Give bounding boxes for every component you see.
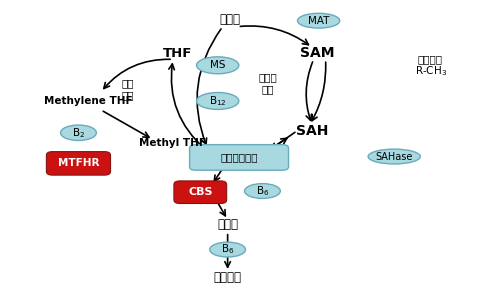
Text: B$_6$: B$_6$ (221, 243, 234, 256)
Ellipse shape (60, 125, 96, 140)
Text: 去甲基化: 去甲基化 (418, 54, 442, 64)
Text: SAH: SAH (296, 124, 328, 138)
Text: SAM: SAM (300, 46, 334, 60)
Text: 胱硫醚: 胱硫醚 (217, 218, 238, 231)
Text: SAHase: SAHase (376, 152, 413, 161)
FancyBboxPatch shape (174, 181, 227, 203)
Text: B$_2$: B$_2$ (72, 126, 85, 140)
Text: 蛋氨酸
循环: 蛋氨酸 循环 (258, 72, 277, 94)
Text: R-CH$_3$: R-CH$_3$ (416, 64, 448, 78)
Text: B$_6$: B$_6$ (256, 184, 269, 198)
Text: THF: THF (163, 47, 192, 60)
Text: MAT: MAT (308, 16, 330, 26)
Ellipse shape (244, 184, 280, 198)
Text: MTFHR: MTFHR (58, 158, 99, 168)
Ellipse shape (368, 149, 420, 164)
Text: 半胱氨酸: 半胱氨酸 (214, 271, 242, 284)
Text: 蛋氨酸: 蛋氨酸 (220, 13, 240, 26)
Text: B$_{12}$: B$_{12}$ (209, 94, 226, 108)
Text: Methylene THF: Methylene THF (44, 96, 132, 106)
FancyBboxPatch shape (46, 152, 110, 175)
Text: MS: MS (210, 60, 226, 70)
Text: 叶酸
循环: 叶酸 循环 (122, 78, 134, 100)
Text: 同型半光氨酸: 同型半光氨酸 (220, 152, 258, 162)
Ellipse shape (210, 242, 246, 257)
Ellipse shape (196, 92, 239, 110)
Text: Methyl THF: Methyl THF (140, 138, 206, 148)
Ellipse shape (298, 13, 340, 28)
Text: CBS: CBS (188, 187, 212, 197)
FancyBboxPatch shape (190, 145, 288, 170)
Ellipse shape (196, 57, 239, 74)
